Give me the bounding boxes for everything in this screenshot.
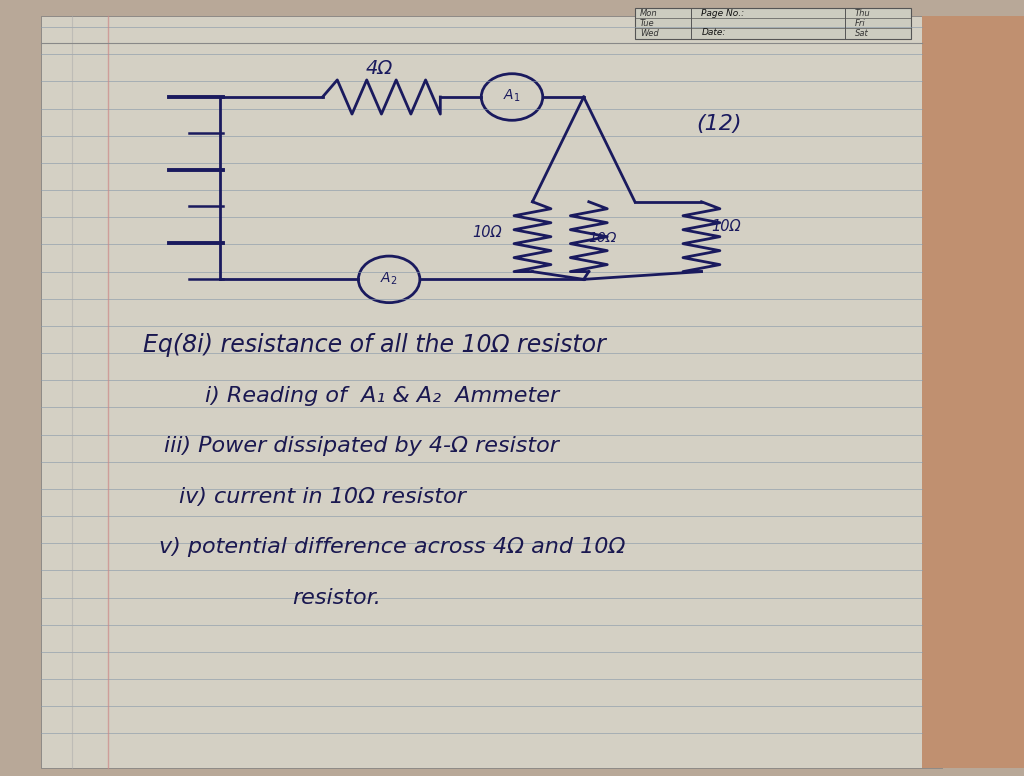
Text: $A_1$: $A_1$ (503, 87, 521, 104)
Text: 10Ω: 10Ω (472, 225, 502, 241)
Text: Tue: Tue (640, 19, 654, 28)
Bar (635, 8, 911, 39)
Text: Sat: Sat (855, 29, 868, 38)
Text: 4Ω: 4Ω (366, 59, 392, 78)
Text: resistor.: resistor. (292, 587, 381, 608)
Text: Mon: Mon (640, 9, 657, 18)
Text: v) potential difference across 4Ω and 10Ω: v) potential difference across 4Ω and 10… (159, 537, 625, 557)
FancyBboxPatch shape (922, 16, 1024, 768)
Text: Wed: Wed (640, 29, 658, 38)
Text: Thu: Thu (855, 9, 870, 18)
Text: i) Reading of  A₁ & A₂  Ammeter: i) Reading of A₁ & A₂ Ammeter (205, 386, 559, 406)
Text: Fri: Fri (855, 19, 865, 28)
Text: 10Ω: 10Ω (712, 219, 741, 234)
Text: Date:: Date: (701, 28, 726, 37)
FancyBboxPatch shape (41, 16, 942, 768)
Text: (12): (12) (696, 114, 741, 134)
Text: iv) current in 10Ω resistor: iv) current in 10Ω resistor (179, 487, 466, 507)
Text: iii) Power dissipated by 4-Ω resistor: iii) Power dissipated by 4-Ω resistor (164, 436, 559, 456)
Text: Eq(8i) resistance of all the 10Ω resistor: Eq(8i) resistance of all the 10Ω resisto… (143, 334, 606, 357)
Text: Page No.:: Page No.: (701, 9, 744, 19)
Text: 10Ω: 10Ω (589, 231, 617, 245)
Text: $A_2$: $A_2$ (380, 270, 398, 287)
